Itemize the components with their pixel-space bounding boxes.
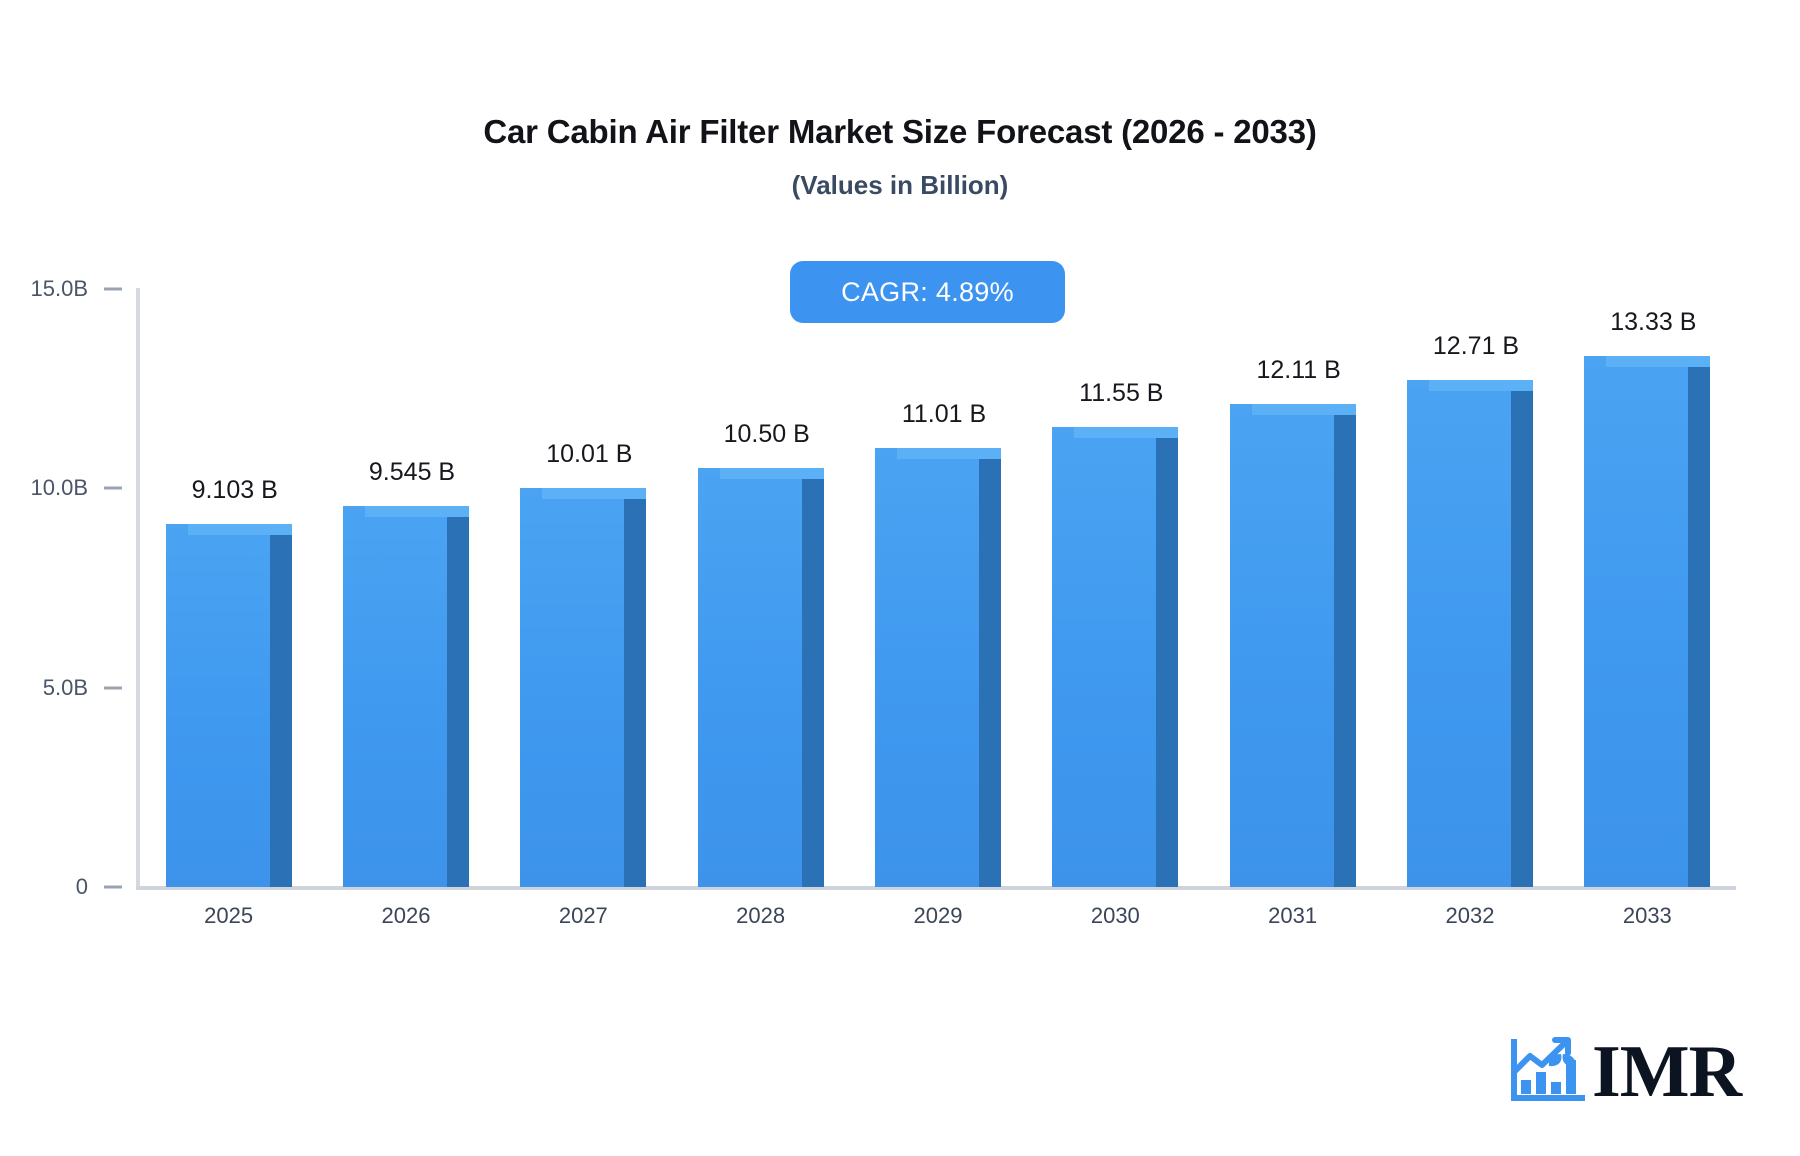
y-axis-tick-mark — [104, 885, 122, 889]
bar-value-label: 10.01 B — [546, 439, 633, 468]
bar-side-face — [1333, 415, 1356, 887]
y-axis-tick-label: 15.0B — [30, 276, 89, 301]
bar-value-label: 11.01 B — [901, 400, 987, 429]
bar-top-face — [1606, 355, 1711, 367]
x-axis-tick-label: 2028 — [736, 903, 786, 928]
bar-column — [343, 506, 469, 887]
bar-side-face — [1511, 391, 1533, 887]
bar-chart-growth-leaf-icon — [1508, 1034, 1586, 1111]
bar-side-face — [1688, 366, 1711, 887]
x-axis-line — [136, 886, 1736, 890]
cagr-badge-label: CAGR: 4.89% — [841, 276, 1014, 307]
y-axis-tick-mark — [104, 486, 122, 490]
x-axis-tick-label: 2027 — [558, 903, 608, 928]
bar-column — [165, 524, 292, 887]
bar-value-label: 10.50 B — [723, 420, 810, 449]
x-axis-tick-label: 2032 — [1445, 903, 1495, 928]
bar-column — [1229, 404, 1356, 887]
bar-value-label: 12.71 B — [1432, 332, 1520, 361]
bar-column — [1407, 380, 1533, 887]
bar-column — [1584, 355, 1711, 887]
bar-top-face — [365, 506, 469, 518]
bar-front-face — [165, 524, 270, 887]
bar-value-label: 13.33 B — [1610, 307, 1697, 336]
y-axis-tick-label: 5.0B — [42, 674, 88, 700]
logo-text: IMR — [1592, 1031, 1742, 1114]
bar-front-face — [1584, 355, 1689, 887]
bar-side-face — [801, 479, 824, 887]
bar-side-face — [1156, 437, 1179, 887]
y-axis-tick-label: 0 — [75, 874, 88, 899]
bar-front-face — [697, 468, 802, 887]
cagr-badge: CAGR: 4.89% — [790, 261, 1065, 323]
bar-column — [697, 468, 824, 887]
x-axis-tick-label: 2031 — [1268, 903, 1318, 928]
x-axis-tick-label: 2033 — [1622, 903, 1672, 928]
bar-top-face — [897, 448, 1001, 460]
x-axis-tick-label: 2026 — [381, 903, 431, 928]
bar-value-label: 9.103 B — [191, 476, 278, 505]
bar-front-face — [1229, 404, 1334, 887]
bar-side-face — [624, 498, 647, 887]
bar-column — [875, 448, 1001, 887]
bar-side-face — [269, 535, 292, 887]
bar-front-face — [1052, 426, 1157, 887]
chart-title: Car Cabin Air Filter Market Size Forecas… — [483, 113, 1317, 150]
bar-value-label: 11.55 B — [1079, 378, 1164, 407]
y-axis-tick-mark — [104, 686, 122, 690]
imr-logo: IMR — [1508, 1031, 1742, 1114]
bar-top-face — [719, 468, 824, 480]
x-axis-tick-label: 2025 — [204, 903, 254, 928]
bar-top-face — [1074, 426, 1179, 438]
bar-column — [520, 487, 647, 887]
bar-top-face — [1251, 404, 1356, 416]
x-axis-tick-label: 2030 — [1090, 903, 1140, 928]
bar-value-label: 9.545 B — [368, 458, 456, 487]
bar-side-face — [447, 517, 469, 887]
chart-subtitle: (Values in Billion) — [791, 170, 1009, 200]
bar-top-face — [1429, 380, 1533, 392]
bar-top-face — [542, 487, 647, 499]
bar-column — [1052, 426, 1179, 887]
bar-side-face — [979, 459, 1001, 887]
y-axis-tick-mark — [104, 287, 122, 291]
bar-top-face — [187, 524, 292, 536]
x-axis-tick-label: 2029 — [913, 903, 963, 928]
bar-front-face — [1407, 380, 1511, 887]
bar-front-face — [875, 448, 979, 887]
y-axis-tick-label: 10.0B — [30, 475, 89, 501]
bar-front-face — [520, 487, 625, 887]
y-axis-line — [136, 288, 140, 889]
bar-front-face — [343, 506, 447, 887]
bar-value-label: 12.11 B — [1256, 356, 1341, 385]
